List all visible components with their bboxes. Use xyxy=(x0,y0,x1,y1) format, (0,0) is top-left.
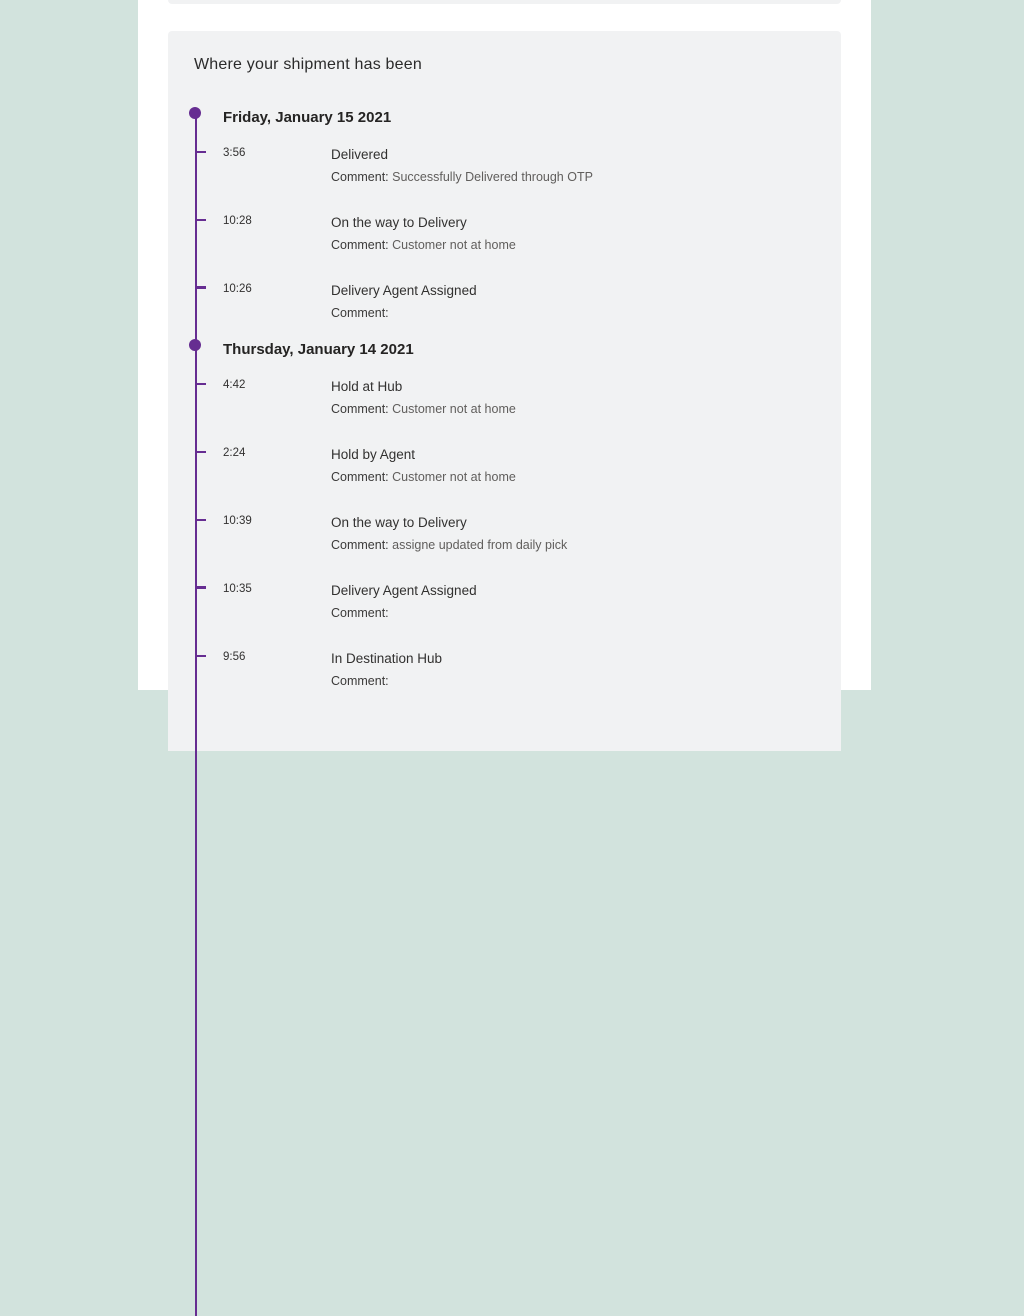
timeline-entry: 10:28 On the way to Delivery Comment: Cu… xyxy=(194,214,815,254)
entry-time: 2:24 xyxy=(223,447,246,459)
entry-time: 10:39 xyxy=(223,515,252,527)
entry-details: Delivered Comment: Successfully Delivere… xyxy=(331,146,593,186)
timeline-tick-icon xyxy=(195,286,206,289)
entry-comment: Comment: Customer not at home xyxy=(331,401,516,418)
previous-card-bottom-edge xyxy=(168,0,841,4)
entry-time: 10:35 xyxy=(223,583,252,595)
entry-comment: Comment: assigne updated from daily pick xyxy=(331,537,567,554)
timeline-date-dot-icon xyxy=(189,107,201,119)
entry-comment-label: Comment: xyxy=(331,238,389,252)
entry-status: Delivery Agent Assigned xyxy=(331,283,477,298)
timeline-entry: 10:26 Delivery Agent Assigned Comment: xyxy=(194,282,815,322)
entry-comment-label: Comment: xyxy=(331,470,389,484)
timeline-entry: 10:35 Delivery Agent Assigned Comment: xyxy=(194,582,815,622)
timeline-tick-icon xyxy=(195,519,206,521)
timeline-tick-icon xyxy=(195,151,206,153)
timeline-entries: 3:56 Delivered Comment: Successfully Del… xyxy=(194,146,815,322)
entry-time: 3:56 xyxy=(223,147,246,159)
entry-comment-label: Comment: xyxy=(331,170,389,184)
timeline-tick-icon xyxy=(195,451,206,453)
entry-comment: Comment: xyxy=(331,673,442,690)
timeline-entry: 10:39 On the way to Delivery Comment: as… xyxy=(194,514,815,554)
entry-comment-label: Comment: xyxy=(331,402,389,416)
entry-comment: Comment: Customer not at home xyxy=(331,469,516,486)
entry-comment-text: Customer not at home xyxy=(392,470,516,484)
entry-comment: Comment: xyxy=(331,605,477,622)
timeline-tick-icon xyxy=(195,383,206,385)
entry-comment: Comment: xyxy=(331,305,477,322)
shipment-timeline: Friday, January 15 2021 3:56 Delivered C… xyxy=(189,107,815,1316)
entry-comment-text: Successfully Delivered through OTP xyxy=(392,170,593,184)
timeline-tick-icon xyxy=(195,586,206,589)
entry-status: Delivered xyxy=(331,147,389,162)
timeline-date-dot-icon xyxy=(189,339,201,351)
timeline-entry: 3:56 Delivered Comment: Successfully Del… xyxy=(194,146,815,186)
timeline-tick-icon xyxy=(195,655,206,657)
entry-comment-label: Comment: xyxy=(331,538,389,552)
entry-comment: Comment: Successfully Delivered through … xyxy=(331,169,593,186)
entry-comment: Comment: Customer not at home xyxy=(331,237,516,254)
timeline-tick-icon xyxy=(195,219,206,221)
timeline-date-label: Friday, January 15 2021 xyxy=(223,109,392,126)
entry-time: 10:28 xyxy=(223,215,252,227)
shipment-history-card-body: Where your shipment has been Friday, Jan… xyxy=(168,31,841,1316)
entry-comment-label: Comment: xyxy=(331,674,389,688)
entry-time: 9:56 xyxy=(223,651,246,663)
entry-time: 10:26 xyxy=(223,283,252,295)
entry-status: Hold by Agent xyxy=(331,447,416,462)
entry-status: On the way to Delivery xyxy=(331,515,467,530)
entry-details: Delivery Agent Assigned Comment: xyxy=(331,582,477,622)
entry-comment-text: assigne updated from daily pick xyxy=(392,538,568,552)
timeline-date-group: Thursday, January 14 2021 4:42 Hold at H… xyxy=(189,339,815,690)
entry-comment-label: Comment: xyxy=(331,306,389,320)
timeline-entries: 4:42 Hold at Hub Comment: Customer not a… xyxy=(194,378,815,690)
timeline-entry: 4:42 Hold at Hub Comment: Customer not a… xyxy=(194,378,815,418)
card-title: Where your shipment has been xyxy=(194,56,422,73)
entry-status: Hold at Hub xyxy=(331,379,403,394)
content-column: Where your shipment has been Friday, Jan… xyxy=(138,0,871,1316)
entry-comment-text: Customer not at home xyxy=(392,402,516,416)
entry-status: Delivery Agent Assigned xyxy=(331,583,477,598)
timeline-date-row: Thursday, January 14 2021 xyxy=(189,339,815,360)
entry-details: Hold at Hub Comment: Customer not at hom… xyxy=(331,378,516,418)
timeline-date-group: Friday, January 15 2021 3:56 Delivered C… xyxy=(189,107,815,322)
timeline-date-row: Friday, January 15 2021 xyxy=(189,107,815,128)
entry-comment-label: Comment: xyxy=(331,606,389,620)
entry-status: On the way to Delivery xyxy=(331,215,467,230)
entry-details: Delivery Agent Assigned Comment: xyxy=(331,282,477,322)
timeline-entry: 2:24 Hold by Agent Comment: Customer not… xyxy=(194,446,815,486)
timeline-entry: 9:56 In Destination Hub Comment: xyxy=(194,650,815,690)
entry-details: On the way to Delivery Comment: assigne … xyxy=(331,514,567,554)
entry-details: On the way to Delivery Comment: Customer… xyxy=(331,214,516,254)
entry-details: Hold by Agent Comment: Customer not at h… xyxy=(331,446,516,486)
timeline-date-label: Thursday, January 14 2021 xyxy=(223,341,414,358)
entry-status: In Destination Hub xyxy=(331,651,443,666)
entry-details: In Destination Hub Comment: xyxy=(331,650,442,690)
shipment-history-card: Where your shipment has been Friday, Jan… xyxy=(168,31,841,1316)
entry-comment-text: Customer not at home xyxy=(392,238,516,252)
entry-time: 4:42 xyxy=(223,379,246,391)
